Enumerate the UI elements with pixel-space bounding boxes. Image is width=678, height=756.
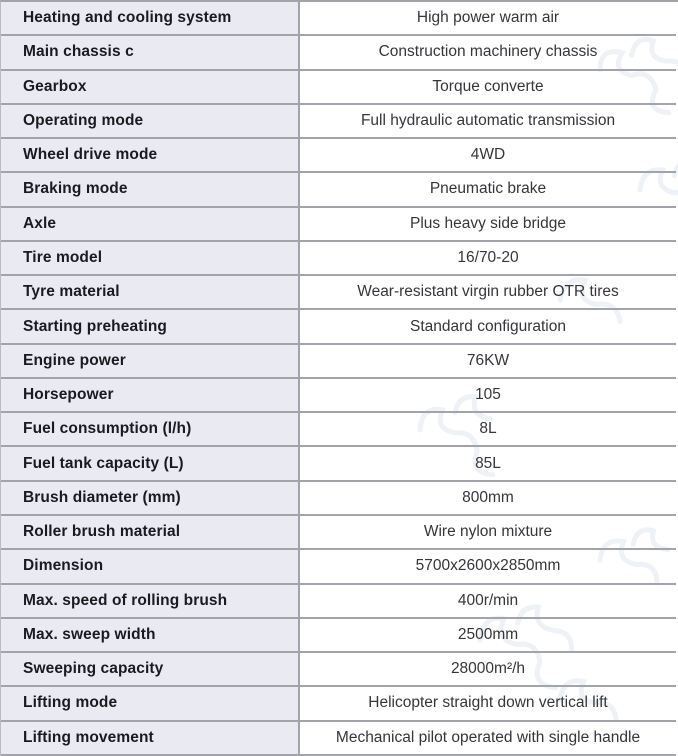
spec-value: 400r/min — [457, 591, 519, 609]
table-row: Roller brush material Wire nylon mixture — [1, 515, 676, 551]
spec-value: 4WD — [470, 146, 506, 164]
table-row: Main chassis c Construction machinery ch… — [1, 36, 676, 71]
spec-label: Lifting movement — [1, 721, 300, 754]
table-row: Starting preheating Standard configurati… — [1, 310, 676, 345]
table-row: Wheel drive mode 4WD — [1, 139, 676, 174]
spec-value: 5700x2600x2850mm — [415, 557, 561, 575]
table-row: Heating and cooling system High power wa… — [1, 2, 676, 37]
spec-label: Dimension — [1, 550, 300, 583]
table-row: Dimension 5700x2600x2850mm — [1, 550, 676, 585]
spec-label: Main chassis c — [1, 36, 300, 69]
spec-value: 16/70-20 — [457, 248, 519, 266]
spec-value: 28000m²/h — [450, 660, 526, 678]
table-row: Fuel tank capacity (L) 85L — [1, 447, 676, 482]
spec-value: 8L — [479, 420, 497, 438]
table-row: Tire model 16/70-20 — [1, 241, 676, 277]
table-row: Sweeping capacity 28000m²/h — [1, 653, 676, 688]
table-row: Braking mode Pneumatic brake — [1, 173, 676, 208]
spec-value: Plus heavy side bridge — [410, 214, 566, 232]
spec-label: Fuel consumption (l/h) — [1, 413, 300, 446]
spec-label: Operating mode — [1, 104, 300, 138]
spec-label: Axle — [1, 207, 300, 240]
spec-value: 105 — [475, 386, 501, 404]
spec-label: Sweeping capacity — [1, 653, 300, 686]
table-row: Axle Plus heavy side bridge — [1, 207, 676, 242]
spec-value: 800mm — [462, 488, 514, 506]
spec-value: Wire nylon mixture — [423, 523, 553, 541]
spec-value: Full hydraulic automatic transmission — [360, 111, 616, 129]
spec-value: Pneumatic brake — [429, 180, 547, 198]
spec-label: Tire model — [1, 241, 300, 275]
spec-label: Engine power — [1, 344, 300, 377]
table-row: Horsepower 105 — [1, 378, 676, 414]
spec-label: Roller brush material — [1, 515, 300, 549]
spec-label: Braking mode — [1, 173, 300, 206]
spec-value: Wear-resistant virgin rubber OTR tires — [357, 283, 619, 301]
table-row: Lifting mode Helicopter straight down ve… — [1, 687, 676, 722]
spec-value: Mechanical pilot operated with single ha… — [335, 728, 641, 746]
spec-value: Torque converte — [432, 77, 544, 95]
spec-label: Heating and cooling system — [1, 2, 300, 35]
table-row: Fuel consumption (l/h) 8L — [1, 413, 676, 448]
spec-label: Tyre material — [1, 276, 300, 309]
spec-label: Max. sweep width — [1, 618, 300, 652]
spec-value: 2500mm — [457, 625, 519, 643]
table-row: Lifting movement Mechanical pilot operat… — [1, 721, 676, 756]
spec-label: Wheel drive mode — [1, 139, 300, 172]
spec-label: Starting preheating — [1, 310, 300, 343]
spec-value: 76KW — [466, 351, 510, 369]
spec-label: Lifting mode — [1, 687, 300, 720]
table-row: Max. sweep width 2500mm — [1, 618, 676, 654]
table-row: Max. speed of rolling brush 400r/min — [1, 584, 676, 619]
spec-label: Fuel tank capacity (L) — [1, 447, 300, 480]
spec-value: High power warm air — [416, 9, 560, 27]
table-row: Tyre material Wear-resistant virgin rubb… — [1, 276, 676, 311]
spec-label: Brush diameter (mm) — [1, 481, 300, 514]
spec-label: Max. speed of rolling brush — [1, 584, 300, 617]
spec-label: Gearbox — [1, 70, 300, 103]
table-row: Operating mode Full hydraulic automatic … — [1, 104, 676, 140]
spec-label: Horsepower — [1, 378, 300, 412]
table-row: Engine power 76KW — [1, 344, 676, 379]
table-row: Brush diameter (mm) 800mm — [1, 481, 676, 516]
spec-value: Standard configuration — [410, 317, 566, 335]
spec-value: Construction machinery chassis — [378, 43, 598, 61]
spec-value: 85L — [475, 454, 501, 472]
spec-value: Helicopter straight down vertical lift — [368, 694, 608, 712]
table-row: Gearbox Torque converte — [1, 70, 676, 105]
